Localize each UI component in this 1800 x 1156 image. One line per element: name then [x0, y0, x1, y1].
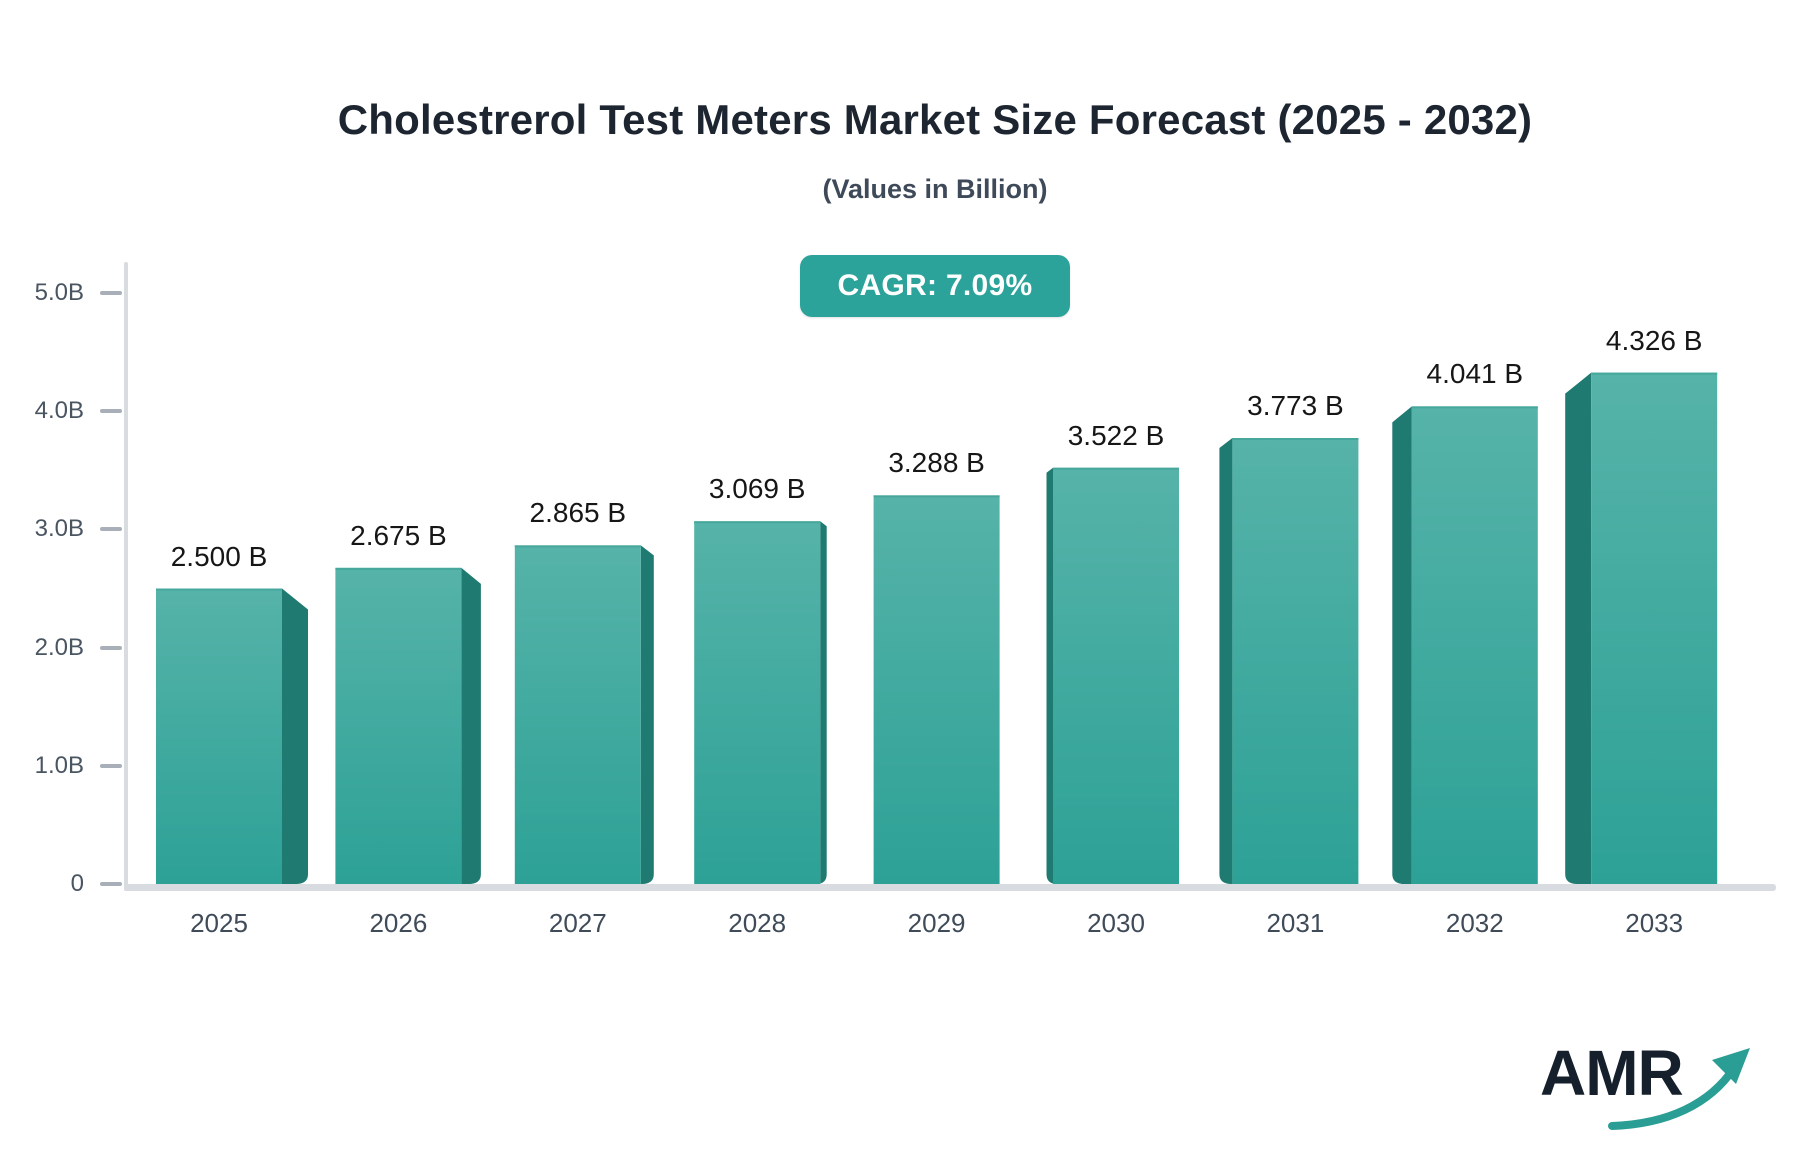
bar-side-2030	[1046, 467, 1057, 884]
bar-value-label-2028: 3.069 B	[708, 473, 806, 505]
x-axis-label-2029: 2029	[907, 908, 966, 938]
x-axis-label-2030: 2030	[1087, 908, 1145, 938]
bar-2026	[335, 567, 462, 884]
x-axis-label-2032: 2032	[1445, 908, 1504, 938]
y-axis-label: 2.0B	[34, 633, 84, 661]
bar-2028	[694, 521, 821, 884]
y-axis-tick	[100, 763, 122, 768]
x-axis-label-2031: 2031	[1266, 908, 1325, 938]
y-axis-tick	[100, 291, 122, 295]
bar-value-label-2033: 4.326 B	[1605, 324, 1703, 356]
bar-side-2032	[1392, 406, 1412, 884]
y-axis-label: 1.0B	[34, 751, 84, 779]
y-axis-tick	[100, 527, 122, 532]
bar-2029	[873, 495, 1000, 884]
y-axis-tick	[100, 409, 122, 414]
x-axis-line	[124, 884, 1776, 891]
y-axis-label: 3.0B	[34, 515, 84, 543]
y-axis-label: 5.0B	[34, 279, 84, 306]
bar-2031	[1232, 438, 1359, 884]
y-axis-tick	[100, 645, 122, 650]
x-axis-label-2027: 2027	[548, 908, 607, 938]
x-axis-label-2033: 2033	[1625, 908, 1684, 938]
x-axis-label-2026: 2026	[369, 908, 428, 938]
bar-value-label-2030: 3.522 B	[1067, 419, 1165, 451]
bar-side-2027	[640, 545, 654, 884]
bar-2025	[156, 588, 282, 884]
y-axis-line	[124, 262, 128, 891]
amr-logo-text: AMR	[1540, 1037, 1684, 1109]
y-axis-tick	[100, 882, 122, 886]
chart-title: Cholestrerol Test Meters Market Size For…	[337, 96, 1533, 143]
bar-2030	[1053, 467, 1179, 884]
bar-value-label-2026: 2.675 B	[350, 519, 447, 551]
x-axis-label-2025: 2025	[190, 908, 248, 938]
bar-2027	[514, 545, 641, 884]
y-axis-label: 4.0B	[34, 397, 84, 425]
y-axis-label: 0	[70, 870, 84, 897]
bar-value-label-2025: 2.500 B	[170, 540, 268, 572]
bar-side-2026	[461, 567, 481, 884]
bar-side-2031	[1219, 438, 1233, 884]
bar-value-label-2031: 3.773 B	[1247, 390, 1344, 422]
bar-side-2033	[1565, 372, 1592, 884]
cagr-badge-label: CAGR: 7.09%	[837, 269, 1033, 302]
logo-arrow-icon	[1608, 1048, 1750, 1130]
bar-2033	[1591, 372, 1718, 884]
x-axis-label-2028: 2028	[728, 908, 787, 938]
bar-side-2025	[282, 588, 308, 884]
cagr-badge: CAGR: 7.09%	[800, 255, 1070, 317]
bar-side-2028	[816, 521, 827, 884]
bar-value-label-2027: 2.865 B	[529, 497, 627, 529]
bar-value-label-2032: 4.041 B	[1426, 358, 1524, 390]
chart-subtitle: (Values in Billion)	[822, 174, 1048, 204]
bar-value-label-2029: 3.288 B	[888, 447, 985, 479]
bar-2032	[1411, 406, 1538, 884]
amr-logo: AMR	[1540, 1036, 1760, 1136]
